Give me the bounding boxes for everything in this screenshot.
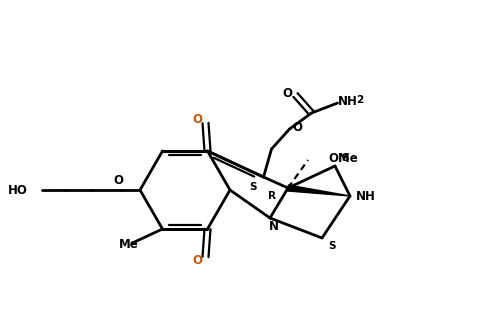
Text: O: O [113, 174, 123, 186]
Text: O: O [193, 112, 203, 126]
Polygon shape [287, 185, 350, 196]
Text: S: S [250, 182, 257, 192]
Text: O: O [193, 255, 203, 267]
Text: HO: HO [8, 184, 28, 197]
Text: NH: NH [337, 94, 357, 107]
Text: O: O [282, 87, 292, 100]
Text: NH: NH [356, 190, 376, 203]
Text: R: R [268, 191, 276, 201]
Text: S: S [328, 241, 336, 251]
Text: S: S [341, 153, 349, 163]
Text: OMe: OMe [328, 152, 358, 164]
Text: 2: 2 [356, 95, 363, 105]
Text: O: O [292, 121, 302, 134]
Text: N: N [269, 220, 279, 232]
Text: Me: Me [119, 238, 138, 251]
